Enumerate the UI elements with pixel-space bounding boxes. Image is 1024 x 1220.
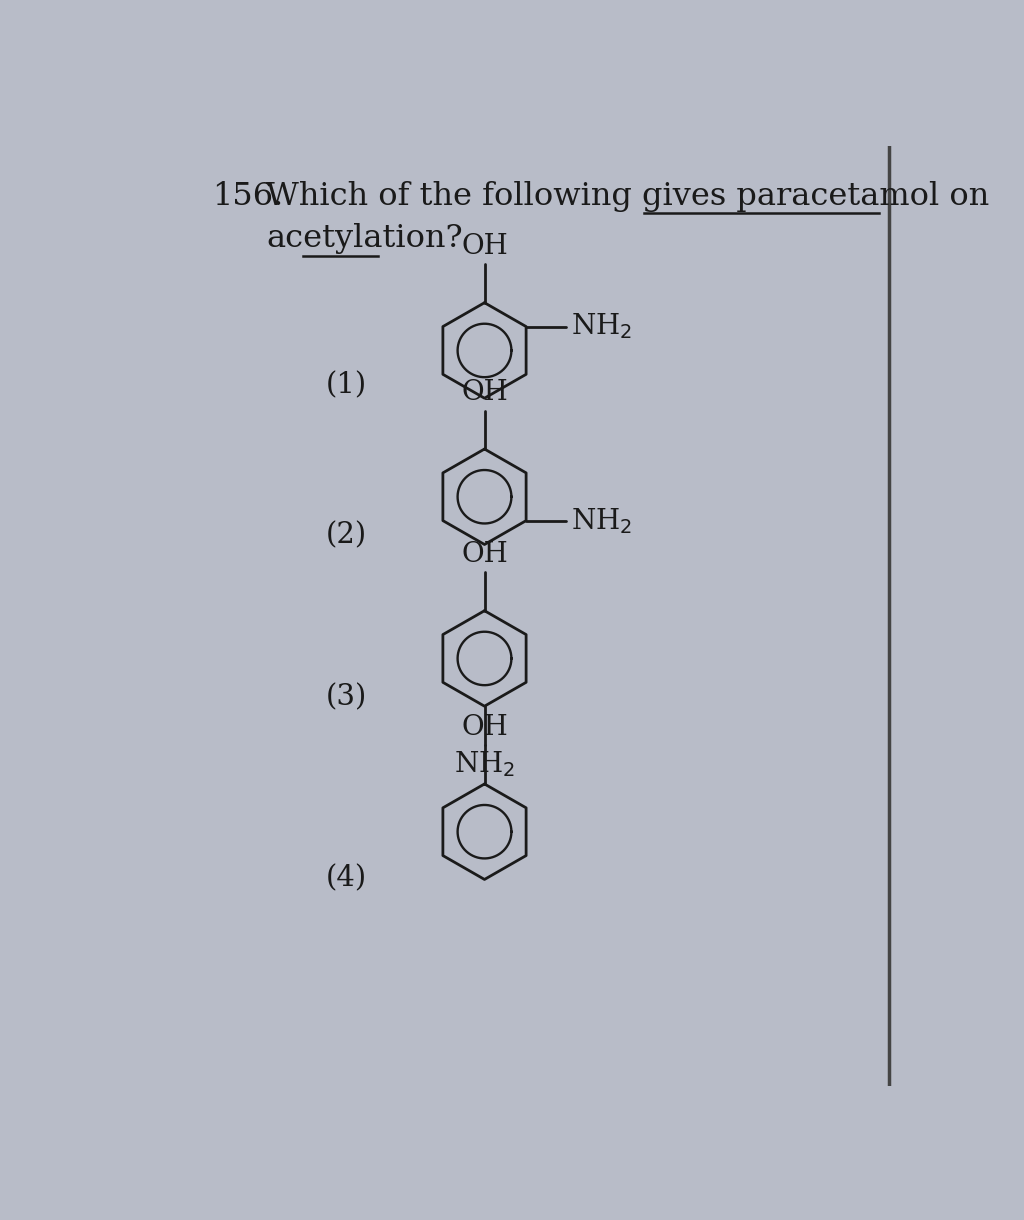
Text: acetylation?: acetylation?	[266, 223, 463, 255]
Text: (1): (1)	[326, 371, 367, 399]
Text: (2): (2)	[326, 521, 367, 549]
Text: NH$_2$: NH$_2$	[571, 506, 632, 536]
Text: (3): (3)	[326, 683, 367, 711]
Text: Which of the following gives paracetamol on: Which of the following gives paracetamol…	[266, 181, 989, 212]
Text: NH$_2$: NH$_2$	[454, 749, 515, 780]
Text: OH: OH	[461, 714, 508, 741]
Text: OH: OH	[461, 379, 508, 406]
Text: (4): (4)	[326, 864, 367, 892]
Text: OH: OH	[461, 540, 508, 567]
Text: NH$_2$: NH$_2$	[571, 311, 632, 342]
Text: OH: OH	[461, 233, 508, 260]
Text: 156.: 156.	[212, 181, 283, 212]
